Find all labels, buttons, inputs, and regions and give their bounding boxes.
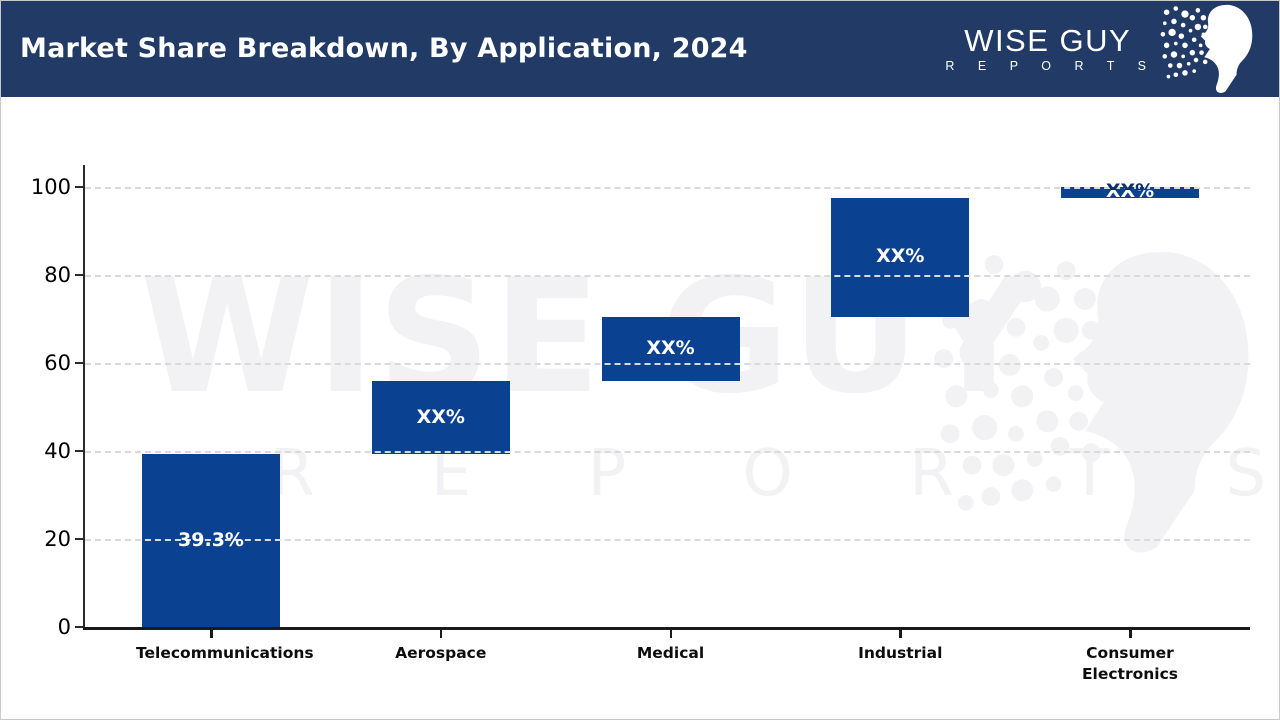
y-tick-label: 0 bbox=[57, 615, 71, 639]
bar-label-3: XX% bbox=[876, 245, 925, 268]
y-tick-label: 20 bbox=[44, 527, 71, 551]
brand-subtitle-text: R E P O R T S bbox=[945, 58, 1156, 73]
bar-4 bbox=[1061, 187, 1199, 198]
x-tick-4 bbox=[1129, 630, 1132, 638]
x-tick-2 bbox=[669, 630, 672, 638]
brand-logo: WISE GUY R E P O R T S bbox=[939, 0, 1274, 97]
chart-area: 0 20 40 60 80 100 39.3% Telecommunications XX% Ae… bbox=[0, 97, 1280, 720]
brand-name-text: WISE GUY bbox=[964, 22, 1132, 58]
x-axis-label-3: Industrial bbox=[858, 644, 943, 662]
gridline-y-20 bbox=[85, 539, 1250, 541]
y-tick-80 bbox=[75, 274, 83, 276]
y-tick-0 bbox=[75, 626, 83, 628]
gridline-y-40 bbox=[85, 451, 1250, 453]
gridline-y-100 bbox=[85, 187, 1250, 189]
y-axis bbox=[83, 165, 85, 629]
x-tick-1 bbox=[439, 630, 443, 638]
gridline-y-80 bbox=[85, 275, 1250, 277]
y-tick-100 bbox=[75, 186, 83, 188]
gridline-y-60 bbox=[85, 363, 1250, 365]
y-tick-20 bbox=[75, 538, 83, 540]
y-tick-label: 40 bbox=[44, 439, 71, 463]
bar-1 bbox=[371, 381, 510, 455]
y-tick-label: 80 bbox=[44, 263, 71, 287]
y-tick-label: 60 bbox=[44, 351, 71, 375]
x-axis-label-1: Aerospace bbox=[395, 644, 487, 662]
x-axis bbox=[83, 627, 1250, 630]
bar-label-2: XX% bbox=[646, 337, 695, 360]
bar-label-1: XX% bbox=[416, 405, 465, 428]
logo-head-icon bbox=[1160, 4, 1253, 93]
header-bar: Market Share Breakdown, By Application, … bbox=[0, 0, 1280, 97]
bar-3 bbox=[831, 197, 970, 317]
bar-label-4: XX% bbox=[1061, 179, 1199, 204]
x-tick-3 bbox=[899, 630, 902, 638]
x-axis-label-0: Telecommunications bbox=[136, 644, 314, 662]
x-axis-label-2: Medical bbox=[636, 644, 705, 662]
y-tick-60 bbox=[75, 362, 83, 364]
x-tick-0 bbox=[210, 630, 213, 638]
bar-2 bbox=[601, 316, 740, 382]
y-tick-label: 100 bbox=[30, 175, 71, 199]
bar-label-0: 39.3% bbox=[178, 528, 244, 551]
page-title: Market Share Breakdown, By Application, … bbox=[20, 33, 748, 64]
x-axis-label-4: Consumer Electronics bbox=[1081, 644, 1179, 683]
y-tick-40 bbox=[75, 450, 83, 452]
brand-wordmark: WISE GUY R E P O R T S bbox=[939, 25, 1156, 73]
watermark-head-icon bbox=[934, 251, 1249, 553]
